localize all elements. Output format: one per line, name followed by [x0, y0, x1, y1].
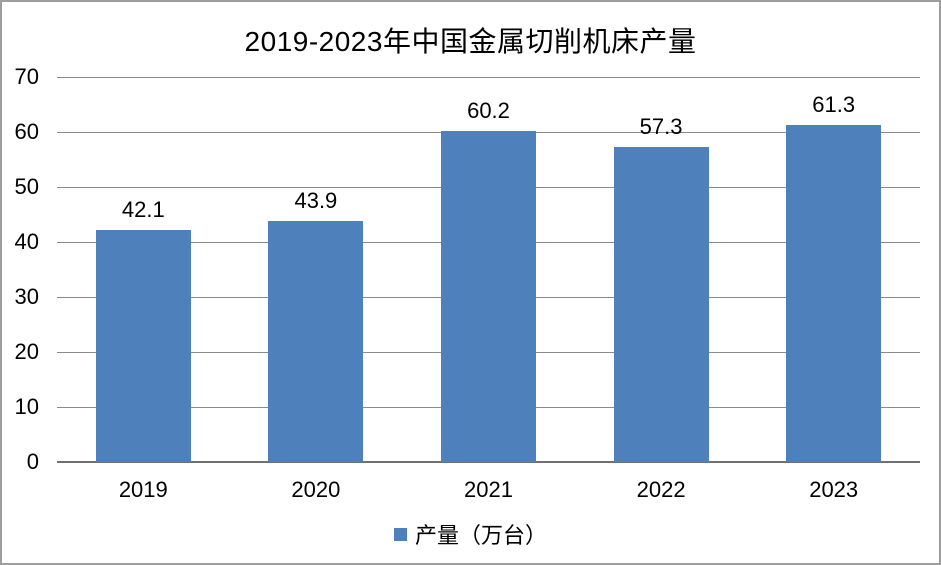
y-axis-tick-label: 20 — [14, 339, 39, 364]
bar-value-label: 57.3 — [639, 113, 683, 139]
y-axis-tick-label: 30 — [14, 284, 39, 309]
x-axis-category-label: 2019 — [118, 477, 168, 502]
legend-marker-icon — [393, 527, 407, 541]
bar-2021 — [441, 130, 536, 462]
bar-2023 — [786, 124, 882, 462]
bar-2020 — [268, 220, 364, 462]
x-axis-line — [57, 461, 920, 463]
y-axis-tick-label: 10 — [14, 394, 39, 419]
legend: 产量（万台） — [2, 518, 939, 550]
y-axis-tick-label: 0 — [26, 449, 39, 474]
x-axis-category-label: 2022 — [636, 477, 686, 502]
y-axis-tick-label: 60 — [14, 119, 39, 144]
x-axis-category-label: 2020 — [291, 477, 341, 502]
bar-value-label: 42.1 — [121, 197, 165, 223]
x-axis-category-label: 2021 — [464, 477, 513, 502]
gridline — [57, 77, 920, 78]
bar-2019 — [95, 230, 191, 462]
legend-series-label: 产量（万台） — [414, 523, 547, 548]
y-axis-tick-label: 50 — [14, 174, 39, 199]
bar-value-label: 43.9 — [294, 187, 338, 213]
y-axis-tick-label: 40 — [14, 229, 39, 254]
y-axis-tick-label: 70 — [14, 64, 39, 89]
x-axis-category-label: 2023 — [809, 477, 859, 502]
bar-2022 — [613, 146, 709, 462]
chart-title: 2019-2023年中国金属切削机床产量 — [244, 26, 697, 57]
plot-area: 42.1 43.9 60.2 57.3 61.3 — [57, 77, 920, 463]
bar-value-label: 61.3 — [812, 91, 856, 117]
bar-value-label: 60.2 — [467, 97, 510, 123]
